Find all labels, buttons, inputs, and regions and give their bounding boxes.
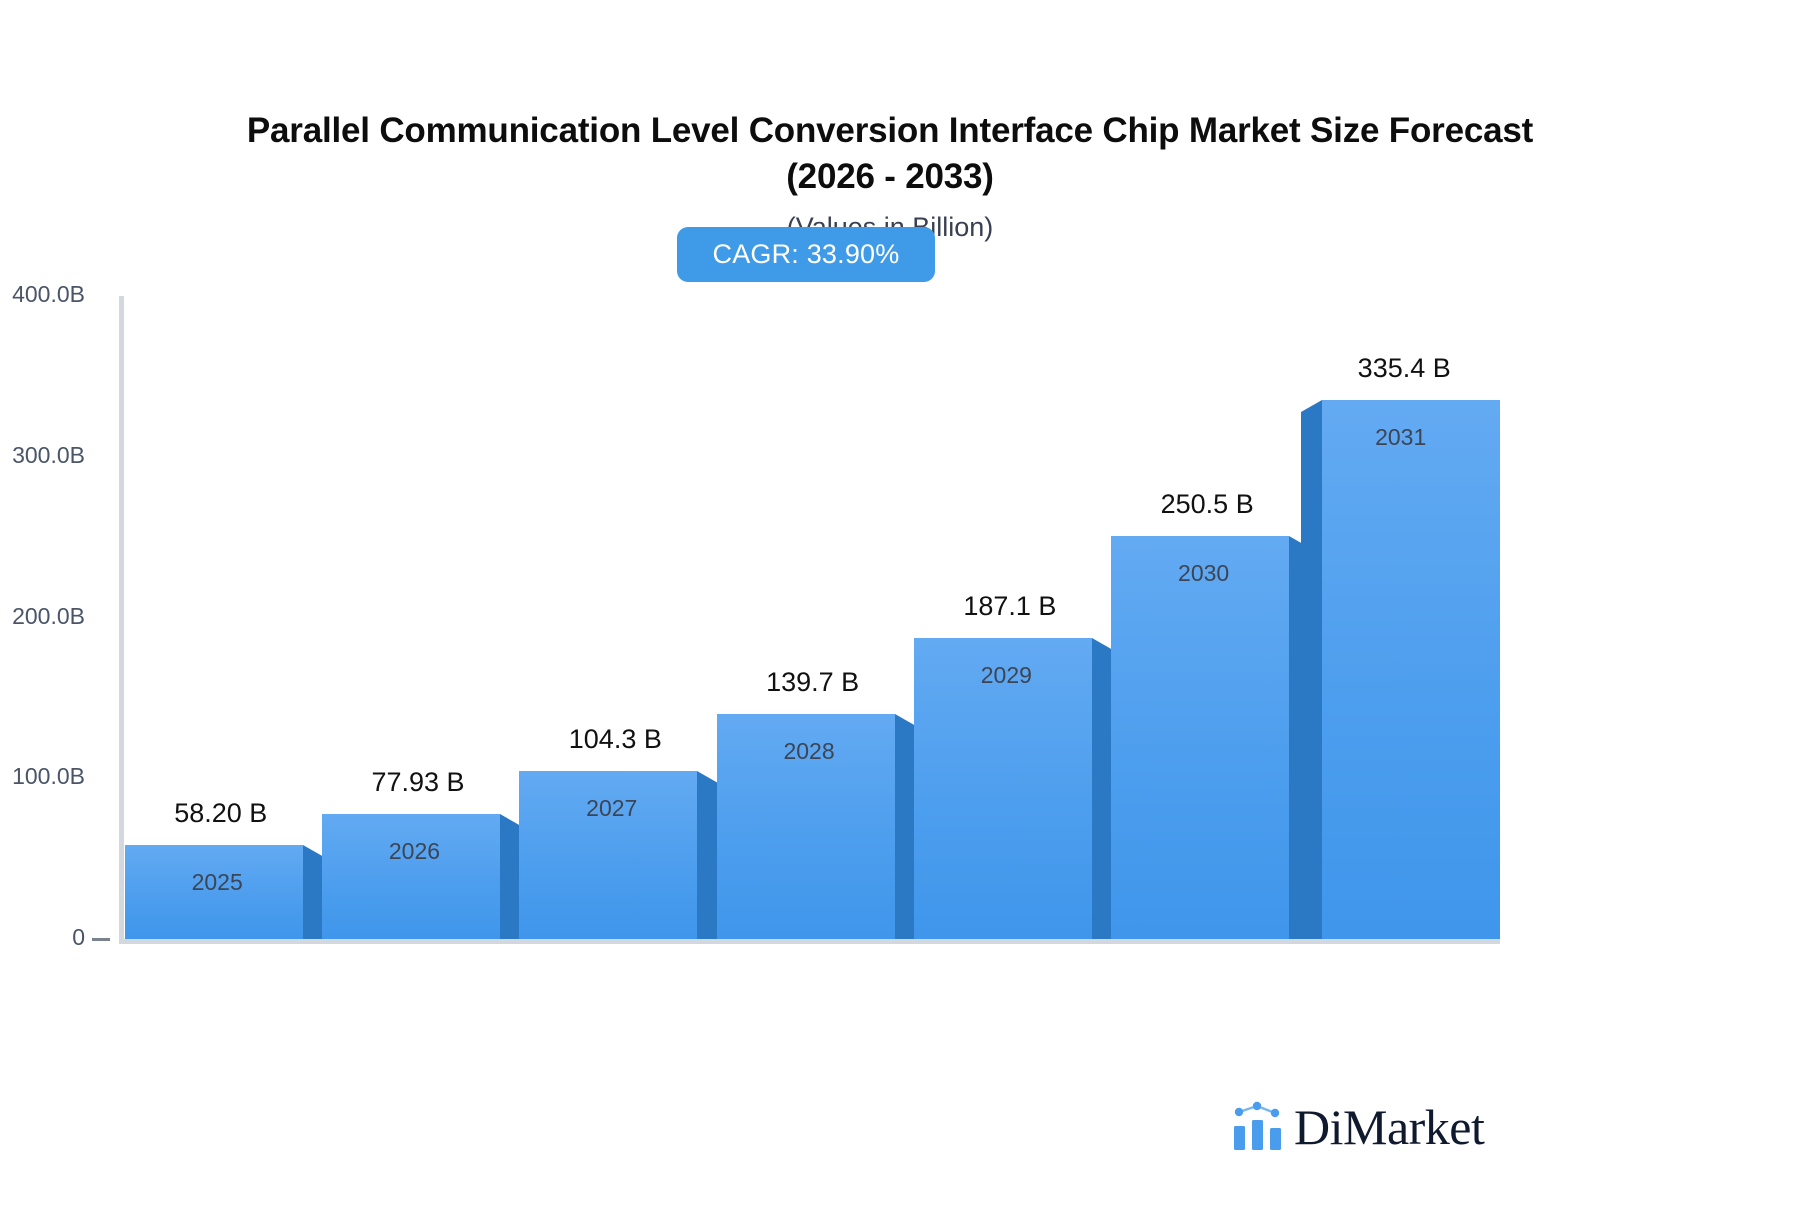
chart-title: Parallel Communication Level Conversion … <box>130 108 1650 200</box>
bar-column[interactable]: 58.20 B 2025 <box>124 798 324 939</box>
bar-side-face <box>1301 411 1323 939</box>
bar-column[interactable]: 139.7 B 2028 <box>716 667 916 939</box>
brand-logo: DiMarket <box>1232 1099 1485 1155</box>
bar-column[interactable]: 250.5 B 2030 <box>1111 489 1311 939</box>
bar-top-cap <box>697 771 719 784</box>
x-axis-label: 2026 <box>388 837 441 864</box>
bar-face <box>124 845 303 939</box>
bar-column[interactable]: 104.3 B 2027 <box>519 724 719 939</box>
x-axis-label: 2028 <box>783 738 835 765</box>
y-axis-label: 300.0B <box>12 441 85 468</box>
y-axis-label: 0 <box>72 924 85 950</box>
brand-name: DiMarket <box>1294 1099 1485 1155</box>
bar-column[interactable]: 335.4 B 2031 <box>1301 353 1501 939</box>
bar-side-face <box>894 726 916 939</box>
bar-side-face <box>499 825 521 939</box>
bar-face <box>716 714 895 939</box>
y-axis-label: 400.0B <box>12 281 85 307</box>
chart-title-line-1: Parallel Communication Level Conversion … <box>246 111 1534 150</box>
bar-face <box>519 771 698 939</box>
x-axis-line <box>119 939 1500 944</box>
x-axis-label: 2030 <box>1178 560 1230 587</box>
bar-value-label: 139.7 B <box>766 667 860 698</box>
plot-area: 0 100.0B 200.0B 300.0B 400.0B 58.20 B 2025 77.… <box>12 281 1501 950</box>
bar-top-cap <box>499 813 521 826</box>
bar-face <box>913 638 1092 939</box>
bar-top-cap <box>894 714 916 727</box>
x-axis-label: 2031 <box>1375 423 1427 450</box>
y-axis-tick-mark <box>92 938 110 941</box>
bar-top-cap <box>1091 638 1113 651</box>
title-block: Parallel Communication Level Conversion … <box>130 108 1650 243</box>
bar-top-cap <box>1301 399 1323 412</box>
bar-column[interactable]: 187.1 B 2029 <box>913 591 1113 939</box>
bar-face <box>1111 536 1290 939</box>
bar-side-face <box>302 857 324 939</box>
bar-top-cap <box>302 845 324 858</box>
y-axis-label: 100.0B <box>12 763 85 790</box>
y-axis-label: 200.0B <box>12 602 85 629</box>
x-axis-label: 2029 <box>980 662 1032 689</box>
bar-face <box>1322 399 1501 939</box>
x-axis-label: 2025 <box>191 869 243 896</box>
cagr-badge: CAGR: 33.90% <box>677 227 935 282</box>
bar-column[interactable]: 77.93 B 2026 <box>321 767 521 939</box>
bar-chart-dots-icon <box>1234 1101 1281 1150</box>
bar-value-label: 250.5 B <box>1160 489 1254 520</box>
bar-side-face <box>1091 650 1113 939</box>
x-axis-label: 2027 <box>586 795 638 822</box>
y-axis-line <box>119 296 124 944</box>
bar-value-label: 58.20 B <box>174 798 268 829</box>
chart-title-line-2: (2026 - 2033) <box>786 157 994 197</box>
bar-value-label: 77.93 B <box>371 766 465 797</box>
bar-value-label: 104.3 B <box>568 724 662 755</box>
bar-side-face <box>697 783 719 939</box>
bar-value-label: 187.1 B <box>963 591 1057 622</box>
bar-value-label: 335.4 B <box>1357 352 1451 383</box>
bar-face <box>321 813 500 939</box>
